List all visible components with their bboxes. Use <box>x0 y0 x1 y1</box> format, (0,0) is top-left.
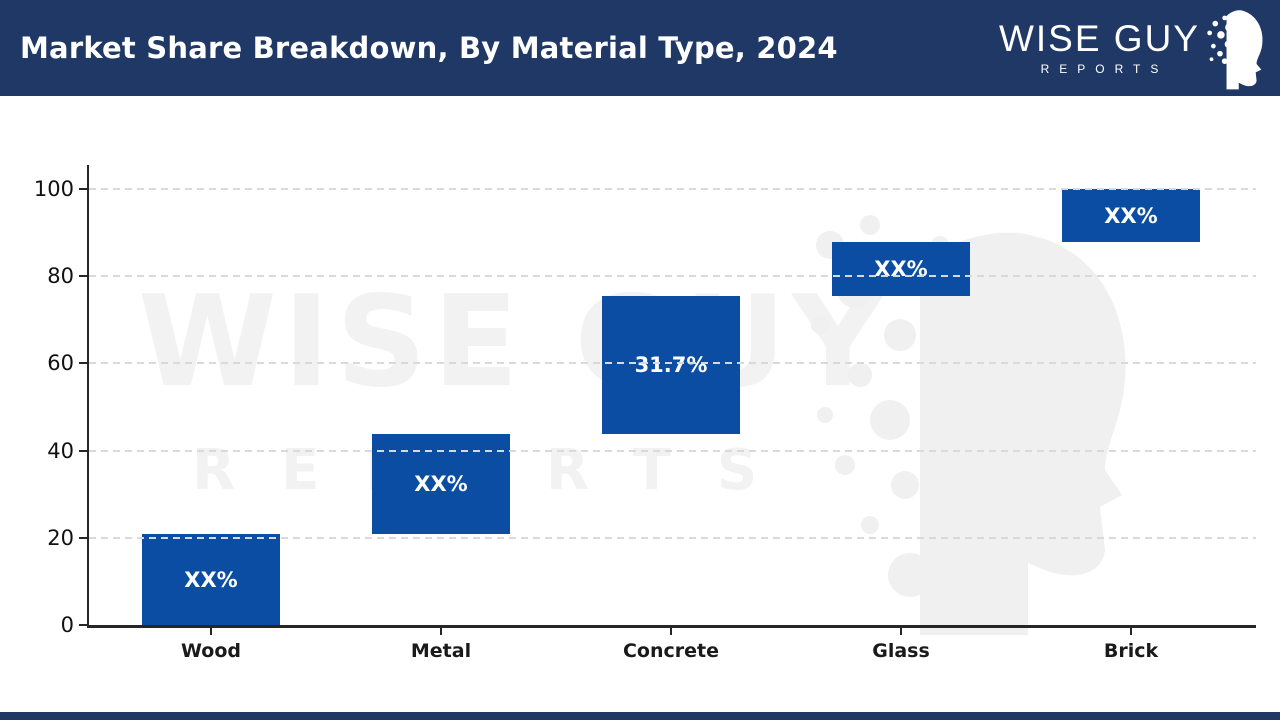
gridline-60 <box>89 362 1256 365</box>
category-label-brick: Brick <box>1103 640 1159 662</box>
x-tick-concrete <box>670 628 672 635</box>
bar-value-label-concrete: 31.7% <box>634 353 708 378</box>
x-axis-line <box>87 625 1256 628</box>
gridline-100 <box>89 188 1256 190</box>
y-tick-80 <box>79 275 87 278</box>
bar-glass: XX% <box>832 242 970 297</box>
wiseguy-logo: WISE GUY REPORTS <box>999 4 1266 92</box>
y-tick-label-60: 60 <box>47 351 74 376</box>
gridline-80 <box>89 275 1256 278</box>
chart-title: Market Share Breakdown, By Material Type… <box>20 31 838 65</box>
bar-concrete: 31.7% <box>602 296 740 435</box>
y-tick-label-80: 80 <box>47 264 74 289</box>
category-label-concrete: Concrete <box>622 640 719 662</box>
gridline-20 <box>89 536 1256 539</box>
y-tick-60 <box>79 362 87 365</box>
x-tick-brick <box>1130 628 1132 635</box>
logo-reports-text: REPORTS <box>1040 62 1169 76</box>
bar-wood: XX% <box>142 534 280 625</box>
y-tick-label-100: 100 <box>33 177 74 201</box>
footer-bar <box>0 712 1280 720</box>
logo-text: WISE GUY REPORTS <box>999 20 1200 76</box>
y-tick-label-40: 40 <box>47 438 74 463</box>
x-tick-wood <box>210 628 212 635</box>
bar-brick: XX% <box>1062 189 1200 243</box>
bar-value-label-glass: XX% <box>874 257 928 282</box>
logo-wiseguy-text: WISE GUY <box>998 18 1200 59</box>
category-label-wood: Wood <box>181 640 241 662</box>
y-tick-0 <box>79 624 87 626</box>
y-tick-100 <box>79 188 87 190</box>
x-tick-glass <box>900 628 902 635</box>
y-tick-20 <box>79 536 87 539</box>
y-tick-40 <box>79 449 87 452</box>
gridline-40 <box>89 449 1256 452</box>
bar-value-label-wood: XX% <box>184 567 238 592</box>
logo-face-icon <box>1207 10 1263 90</box>
x-tick-metal <box>440 628 442 635</box>
category-label-metal: Metal <box>410 640 472 662</box>
bar-value-label-metal: XX% <box>414 472 468 497</box>
category-label-glass: Glass <box>872 640 930 662</box>
header: Market Share Breakdown, By Material Type… <box>0 0 1280 96</box>
y-tick-label-20: 20 <box>47 525 74 550</box>
bar-value-label-brick: XX% <box>1104 203 1158 228</box>
y-axis-line <box>87 165 89 627</box>
y-tick-label-0: 0 <box>60 613 74 637</box>
